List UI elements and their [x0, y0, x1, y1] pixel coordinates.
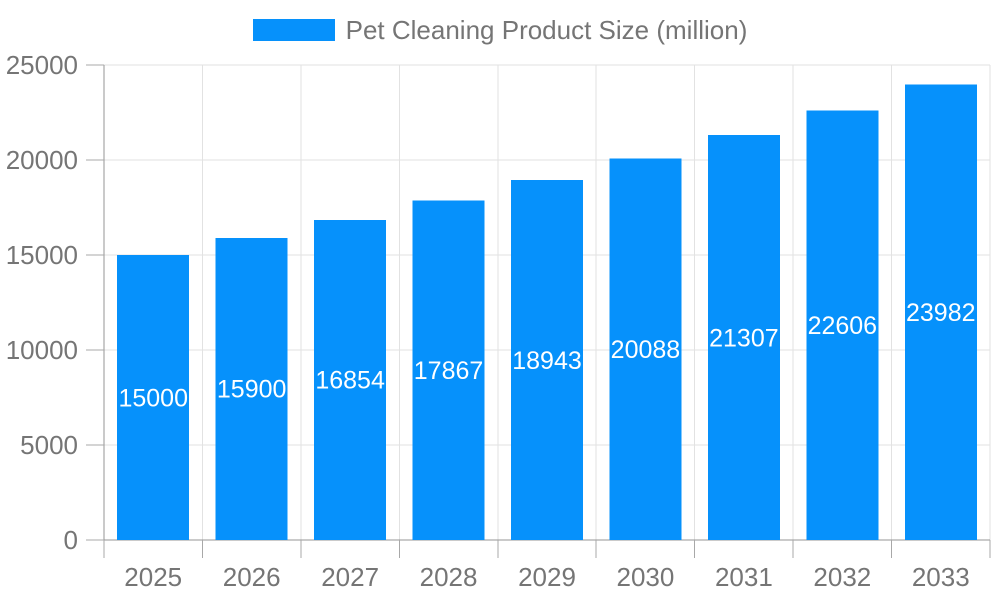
y-tick-label: 10000: [6, 335, 78, 365]
bar-value-label: 15900: [217, 376, 287, 404]
x-tick-label: 2025: [124, 562, 182, 592]
bar-2025[interactable]: [117, 255, 190, 540]
bar-value-label: 18943: [512, 347, 582, 375]
bar-2029[interactable]: [511, 180, 583, 540]
bar-2030[interactable]: [609, 158, 682, 540]
bar-value-label: 20088: [611, 336, 681, 364]
bar-value-label: 22606: [808, 312, 878, 340]
bar-2033[interactable]: [904, 84, 977, 540]
bar-2026[interactable]: [215, 237, 288, 540]
bar-value-label: 21307: [709, 324, 779, 352]
legend-swatch-icon: [252, 19, 335, 41]
y-tick-label: 5000: [20, 430, 78, 460]
x-tick-label: 2028: [420, 562, 478, 592]
y-tick-label: 15000: [6, 240, 78, 270]
x-tick-label: 2031: [715, 562, 773, 592]
x-tick-label: 2033: [912, 562, 970, 592]
y-tick-label: 20000: [6, 145, 78, 175]
bar-2028[interactable]: [412, 200, 485, 541]
x-tick-label: 2032: [813, 562, 871, 592]
bar-2027[interactable]: [314, 219, 387, 541]
bar-value-label: 15000: [118, 384, 188, 412]
bar-2031[interactable]: [707, 135, 780, 541]
x-tick-label: 2029: [518, 562, 576, 592]
bar-value-label: 16854: [315, 367, 385, 395]
x-tick-label: 2026: [223, 562, 281, 592]
x-tick-label: 2027: [321, 562, 379, 592]
bar-value-label: 23982: [906, 299, 976, 327]
legend-item[interactable]: Pet Cleaning Product Size (million): [0, 17, 1000, 43]
legend-label: Pet Cleaning Product Size (million): [345, 15, 748, 45]
bar-2032[interactable]: [806, 110, 879, 541]
y-tick-label: 25000: [6, 50, 78, 80]
y-tick-label: 0: [64, 525, 78, 555]
x-tick-label: 2030: [617, 562, 675, 592]
bar-value-label: 17867: [414, 357, 484, 385]
